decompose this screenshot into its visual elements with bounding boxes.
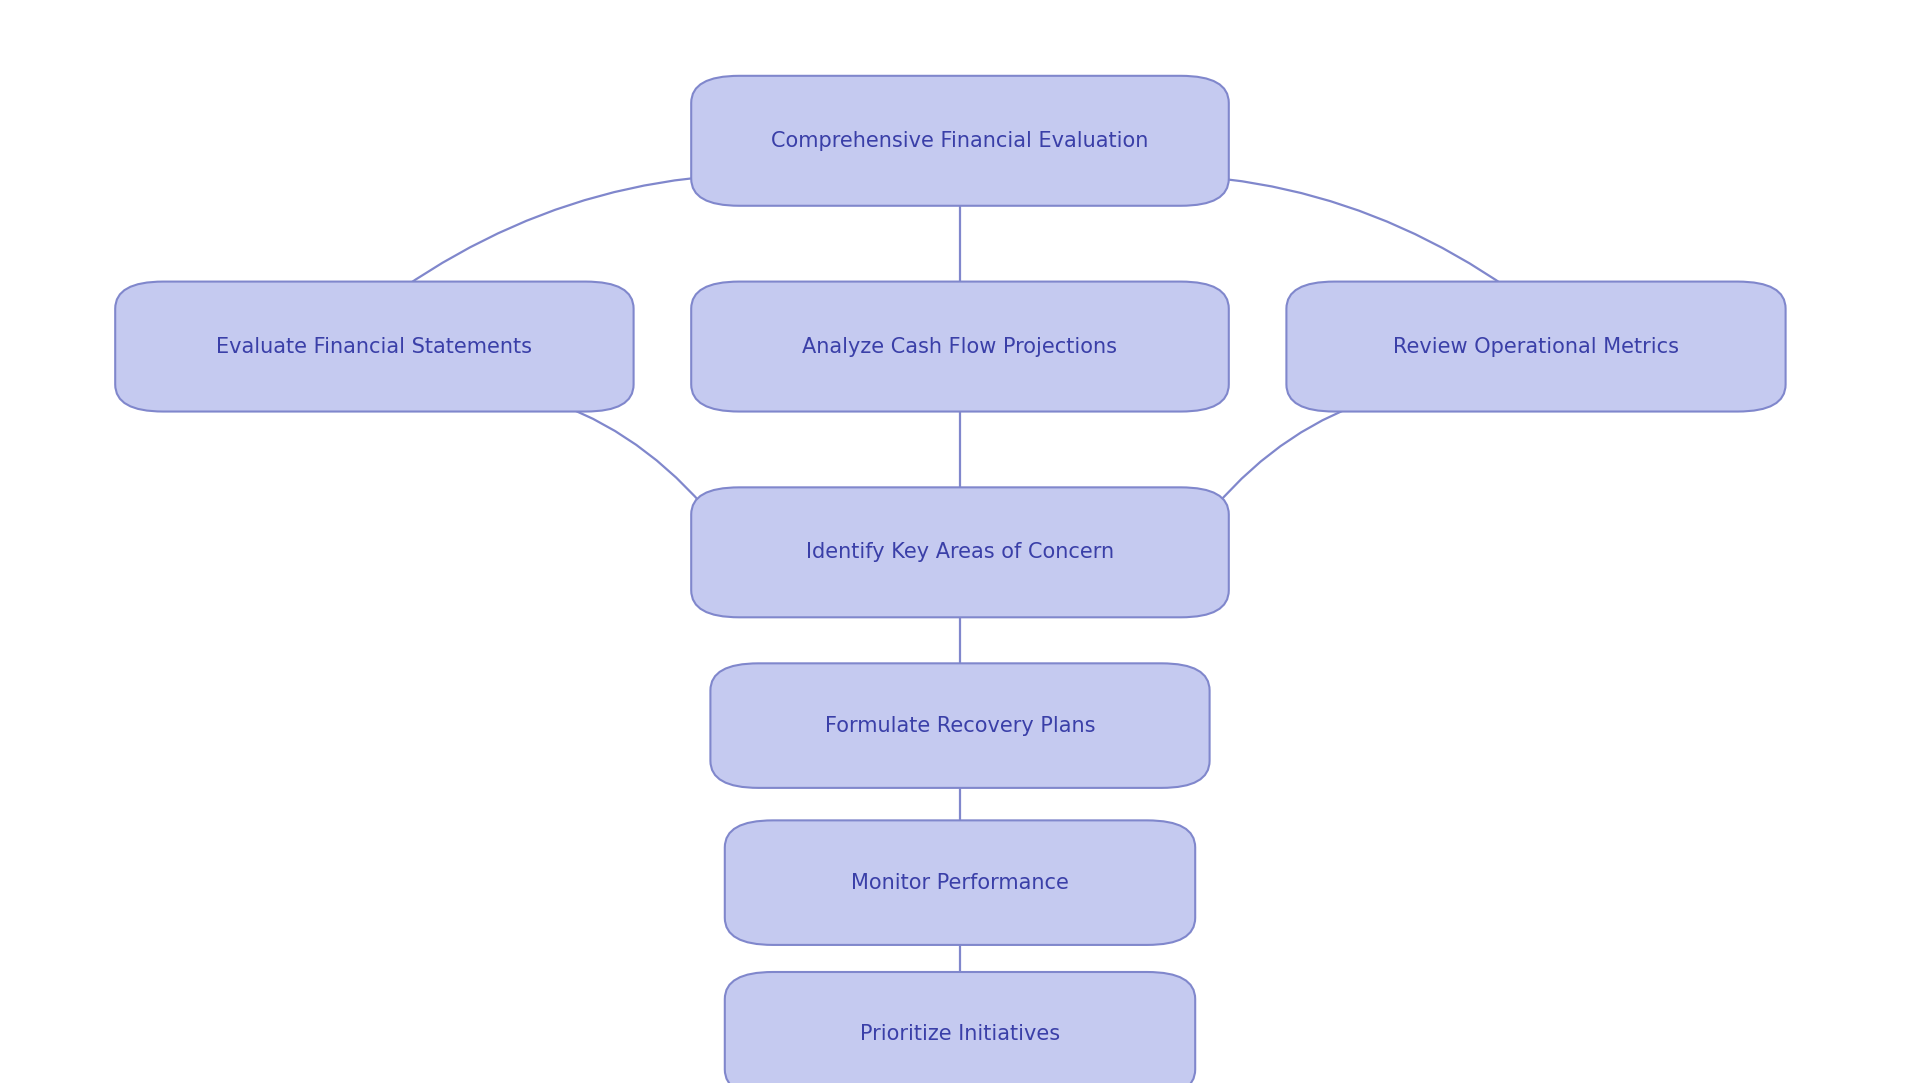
Text: Formulate Recovery Plans: Formulate Recovery Plans	[826, 716, 1094, 735]
FancyBboxPatch shape	[710, 663, 1210, 788]
Text: Analyze Cash Flow Projections: Analyze Cash Flow Projections	[803, 337, 1117, 356]
FancyBboxPatch shape	[115, 282, 634, 412]
Text: Comprehensive Financial Evaluation: Comprehensive Financial Evaluation	[772, 131, 1148, 151]
Text: Evaluate Financial Statements: Evaluate Financial Statements	[217, 337, 532, 356]
Text: Prioritize Initiatives: Prioritize Initiatives	[860, 1025, 1060, 1044]
FancyBboxPatch shape	[691, 282, 1229, 412]
FancyBboxPatch shape	[691, 76, 1229, 206]
FancyBboxPatch shape	[724, 821, 1194, 944]
FancyBboxPatch shape	[691, 487, 1229, 617]
Text: Identify Key Areas of Concern: Identify Key Areas of Concern	[806, 543, 1114, 562]
Text: Monitor Performance: Monitor Performance	[851, 873, 1069, 892]
Text: Review Operational Metrics: Review Operational Metrics	[1394, 337, 1678, 356]
FancyBboxPatch shape	[1286, 282, 1786, 412]
FancyBboxPatch shape	[724, 973, 1194, 1083]
